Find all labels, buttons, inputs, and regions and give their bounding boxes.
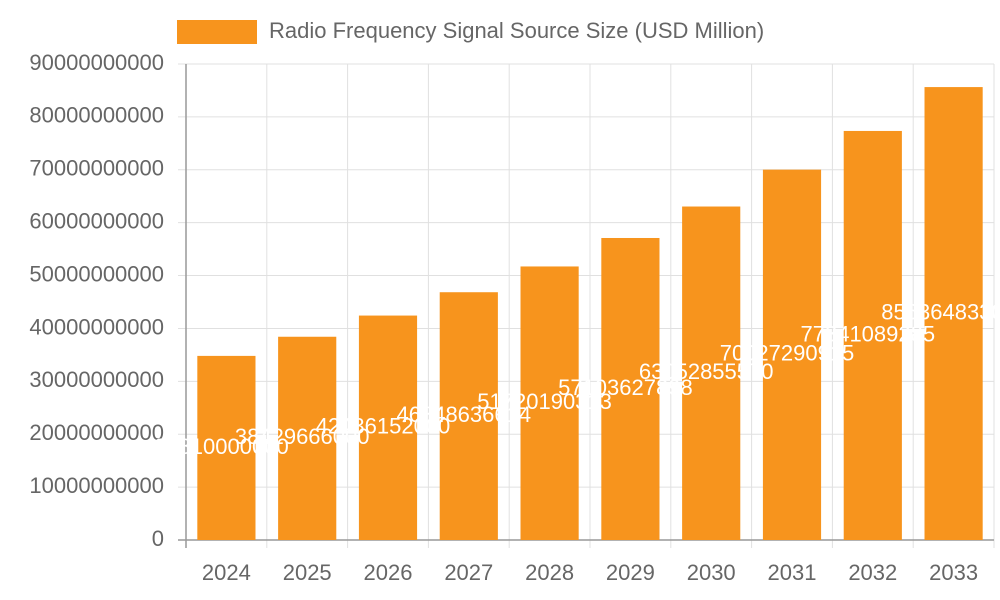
bar <box>601 237 660 540</box>
value-label: 70027290915 <box>720 341 855 366</box>
y-tick-label: 30000000000 <box>29 367 164 392</box>
value-label: 85636483300 <box>881 299 1000 324</box>
bar <box>197 355 256 540</box>
x-tick-label: 2030 <box>687 560 736 585</box>
value-label: 51720190313 <box>477 389 612 414</box>
bar <box>682 206 741 540</box>
value-label: 57103627898 <box>558 375 693 400</box>
y-tick-label: 20000000000 <box>29 420 164 445</box>
bar <box>358 315 418 540</box>
value-label: 46848636614 <box>397 402 532 427</box>
x-tick-label: 2032 <box>848 560 897 585</box>
y-tick-label: 60000000000 <box>29 208 164 233</box>
bar <box>439 292 498 540</box>
y-tick-label: 70000000000 <box>29 156 164 181</box>
value-label: 77341089285 <box>801 321 936 346</box>
bar <box>924 87 983 540</box>
y-tick-label: 0 <box>152 526 164 551</box>
x-tick-label: 2033 <box>929 560 978 585</box>
value-label: 38429666000 <box>235 424 370 449</box>
value-label: 63052855570 <box>639 359 774 384</box>
y-tick-label: 40000000000 <box>29 314 164 339</box>
bar <box>843 130 902 540</box>
x-tick-label: 2028 <box>525 560 574 585</box>
bar <box>278 336 337 540</box>
value-label: 34810000000 <box>154 434 289 459</box>
x-tick-label: 2025 <box>283 560 332 585</box>
y-tick-label: 90000000000 <box>29 50 164 75</box>
x-tick-label: 2029 <box>606 560 655 585</box>
legend-swatch <box>177 20 257 44</box>
legend-label: Radio Frequency Signal Source Size (USD … <box>269 18 764 43</box>
y-tick-label: 80000000000 <box>29 103 164 128</box>
bar <box>520 266 579 540</box>
x-tick-label: 2031 <box>768 560 817 585</box>
y-tick-label: 10000000000 <box>29 473 164 498</box>
value-label: 42436152000 <box>316 414 451 439</box>
x-tick-label: 2027 <box>444 560 493 585</box>
bar <box>762 169 822 541</box>
x-tick-label: 2024 <box>202 560 251 585</box>
y-tick-label: 50000000000 <box>29 261 164 286</box>
x-tick-label: 2026 <box>364 560 413 585</box>
